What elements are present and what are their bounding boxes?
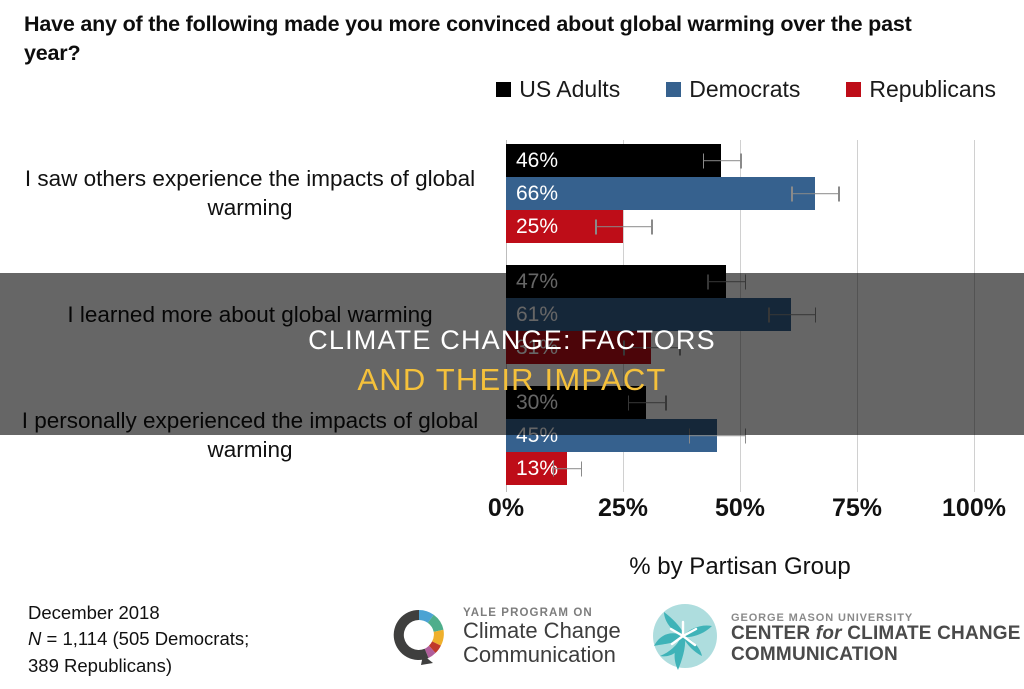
bar-row: 13% (506, 452, 974, 485)
bar-value-label: 61% (516, 303, 559, 326)
gmu-logo-line1-b: CLIMATE CHANGE (841, 623, 1021, 645)
error-bar-cap (594, 219, 597, 234)
error-bar-cap (627, 395, 630, 410)
source-sample-line2: 389 Republicans) (28, 654, 172, 676)
bar-value-label: 25% (516, 215, 559, 238)
error-bar (552, 467, 581, 470)
error-bar-cap (580, 461, 583, 476)
gmu-logo-line1-for: for (815, 623, 842, 645)
error-bar (702, 159, 740, 162)
error-bar-cap (688, 428, 691, 443)
legend-item-democrats: Democrats (666, 78, 800, 101)
error-bar (623, 346, 680, 349)
yale-logo: YALE PROGRAM ON Climate Change Communica… (388, 604, 621, 670)
error-bar-cap (707, 274, 709, 289)
gmu-logo-text: GEORGE MASON UNIVERSITY CENTER for CLIMA… (731, 611, 1021, 666)
error-bar (627, 401, 666, 404)
bar-group: 47% 61% 31% (506, 265, 974, 364)
error-bar (594, 225, 652, 228)
chart-plot-area: 46% 66% 25% 47% 61% 31% 30% 45% 13% (506, 140, 975, 492)
category-label: I personally experienced the impacts of … (21, 408, 479, 463)
error-bar-cap (623, 340, 625, 355)
gmu-logo-line2: COMMUNICATION (731, 643, 898, 665)
chart-legend: US Adults Democrats Republicans (0, 78, 1010, 101)
gridline (974, 140, 975, 492)
yale-logo-text: YALE PROGRAM ON Climate Change Communica… (463, 607, 621, 667)
legend-label: Democrats (689, 76, 801, 102)
bar-value-label: 45% (516, 424, 559, 447)
error-bar (791, 192, 839, 195)
bar: 45% (506, 419, 717, 452)
page-title: Have any of the following made you more … (24, 12, 912, 65)
error-bar-cap (744, 428, 747, 443)
bar-row: 45% (506, 419, 974, 452)
error-bar-cap (744, 274, 747, 289)
bar-group: 46% 66% 25% (506, 144, 974, 243)
x-axis-tick-label: 50% (714, 494, 766, 522)
bar: 66% (506, 177, 815, 210)
bar: 30% (506, 386, 647, 419)
legend-swatch-icon (846, 82, 862, 97)
error-bar-cap (665, 395, 667, 410)
source-sample: N = 1,114 (505 Democrats; (28, 626, 249, 652)
x-axis-tick-label: 75% (831, 494, 883, 522)
bar-row: 25% (506, 210, 974, 243)
error-bar (768, 313, 815, 316)
error-bar-cap (651, 219, 653, 234)
gmu-logo-line1: CENTER for CLIMATE CHANGE (731, 624, 1021, 645)
x-axis-tick-label: 100% (942, 494, 1006, 522)
x-axis-tick-label: 25% (597, 494, 649, 522)
legend-item-republicans: Republicans (846, 78, 996, 101)
bar-value-label: 66% (516, 182, 559, 205)
error-bar-cap (791, 186, 794, 201)
error-bar-cap (768, 307, 770, 322)
bar: 46% (506, 144, 722, 177)
gmu-logo-line1-a: CENTER (731, 623, 816, 645)
legend-item-us-adults: US Adults (496, 78, 620, 101)
error-bar-cap (679, 340, 681, 355)
source-n-rest: = 1,114 (505 Democrats; (41, 628, 250, 650)
bar: 61% (506, 298, 792, 331)
bar-row: 31% (506, 331, 974, 364)
bar-group: 30% 45% 13% (506, 386, 974, 485)
gmu-logo-kicker: GEORGE MASON UNIVERSITY (731, 611, 914, 624)
bar-row: 61% (506, 298, 974, 331)
bar-row: 66% (506, 177, 974, 210)
legend-swatch-icon (496, 82, 512, 97)
gmu-mason-logo-icon (653, 604, 717, 670)
source-n-symbol: N (28, 628, 42, 650)
error-bar-cap (838, 186, 840, 201)
yale-logo-line1: Climate Change (463, 618, 621, 644)
legend-label: US Adults (519, 76, 621, 102)
bar: 47% (506, 265, 726, 298)
bar-row: 47% (506, 265, 974, 298)
bar-value-label: 47% (516, 270, 559, 293)
error-bar-cap (552, 461, 555, 476)
error-bar (688, 434, 745, 437)
error-bar-cap (814, 307, 817, 322)
category-label: I learned more about global warming (67, 302, 433, 327)
bar-value-label: 30% (516, 391, 559, 414)
legend-swatch-icon (666, 82, 682, 97)
bar-value-label: 13% (516, 457, 559, 480)
yale-circle-logo-icon (393, 609, 444, 665)
x-axis-label: % by Partisan Group (629, 553, 851, 580)
bar-row: 30% (506, 386, 974, 419)
gmu-logo: GEORGE MASON UNIVERSITY CENTER for CLIMA… (650, 600, 1021, 678)
error-bar-cap (702, 153, 705, 168)
yale-logo-line2: Communication (463, 642, 616, 668)
x-axis-ticks: 0% 25% 50% 75% 100% (488, 494, 1006, 528)
yale-logo-kicker: YALE PROGRAM ON (463, 607, 593, 620)
source-date: December 2018 (28, 602, 160, 623)
bar-value-label: 31% (516, 336, 559, 359)
legend-label: Republicans (869, 76, 996, 102)
source-note: December 2018 N = 1,114 (505 Democrats; … (28, 600, 249, 679)
error-bar-cap (740, 153, 742, 168)
bar-row: 46% (506, 144, 974, 177)
error-bar (707, 280, 745, 283)
x-axis-tick-label: 0% (487, 494, 525, 522)
bar-value-label: 46% (516, 149, 559, 172)
category-label: I saw others experience the impacts of g… (24, 166, 476, 221)
